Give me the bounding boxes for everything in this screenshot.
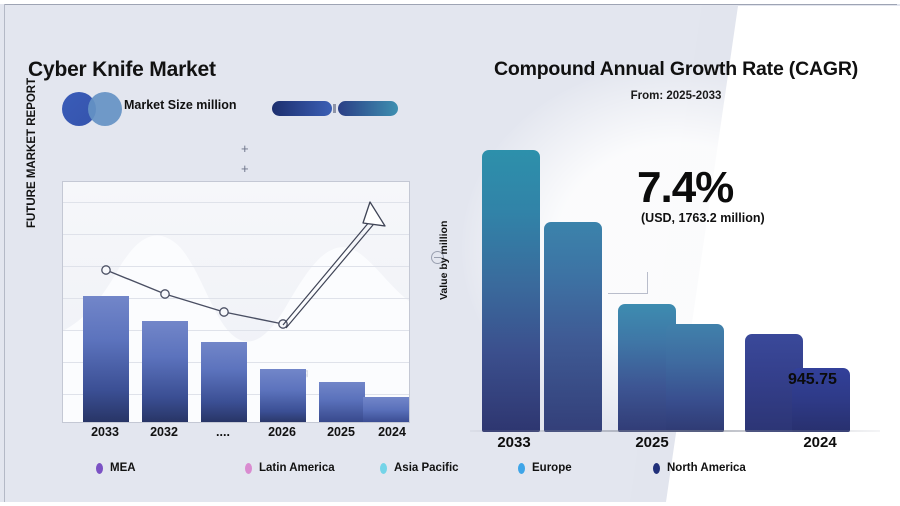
legend-dot-north-america	[653, 462, 660, 474]
legend-label-north-america: North America	[667, 462, 746, 474]
pill-separator	[333, 104, 336, 113]
decorative-pill-left	[272, 101, 332, 116]
right-chart-x-labels: 2033 2025 2024	[470, 434, 880, 458]
legend-label-asia-pacific: Asia Pacific	[394, 462, 459, 474]
trend-line-overlay	[101, 201, 386, 329]
bar-dots	[201, 342, 247, 422]
rbar-2025-b	[666, 324, 724, 432]
top-border-line	[4, 4, 897, 5]
decorative-bracket	[608, 272, 648, 294]
circle-minus-icon	[431, 251, 444, 264]
right-panel-title: Compound Annual Growth Rate (CAGR)	[493, 58, 859, 80]
right-bar-chart	[470, 150, 880, 432]
right-chart-data-label: 945.75	[788, 371, 837, 388]
legend-dot-latin-america	[245, 462, 252, 474]
market-size-icon	[62, 92, 124, 126]
rx-label-2033: 2033	[497, 434, 531, 451]
bar-2026	[260, 369, 306, 422]
right-panel-subtitle: From: 2025-2033	[630, 90, 722, 102]
rbar-2024-b	[792, 368, 850, 432]
legend-dot-mea	[96, 462, 103, 474]
bar-2033	[83, 296, 129, 422]
x-label-2025: 2025	[327, 425, 355, 439]
left-chart-x-labels: 2033 2032 .... 2026 2025 2024	[62, 425, 410, 447]
x-label-2033: 2033	[91, 425, 119, 439]
region-legend: MEA Latin America Asia Pacific Europe No…	[0, 462, 900, 494]
cagr-value: 7.4%	[637, 163, 734, 212]
cagr-note: (USD, 1763.2 million)	[641, 211, 765, 225]
right-chart-baseline	[470, 430, 880, 432]
bar-2024	[363, 397, 409, 422]
left-bar-chart: ▤ ▤	[62, 181, 410, 423]
x-label-ellipsis: ....	[216, 425, 230, 439]
left-chart-bars	[63, 182, 409, 422]
legend-dot-europe	[518, 462, 525, 474]
legend-dot-asia-pacific	[380, 462, 387, 474]
left-chart-y-axis-label: FUTURE MARKET REPORT	[26, 77, 38, 228]
bar-2025	[319, 382, 365, 422]
left-chart-right-axis-label: Value by million	[438, 220, 450, 300]
plus-mark-icon-1: +	[241, 141, 249, 156]
legend-label-europe: Europe	[532, 462, 572, 474]
x-label-2026: 2026	[268, 425, 296, 439]
legend-item-asia-pacific: Asia Pacific	[380, 462, 459, 474]
left-border-line	[4, 4, 5, 502]
legend-label-latin-america: Latin America	[259, 462, 335, 474]
x-label-2032: 2032	[150, 425, 178, 439]
rbar-2033-a	[482, 150, 540, 432]
legend-item-europe: Europe	[518, 462, 572, 474]
plus-mark-icon-2: +	[241, 161, 249, 176]
legend-item-north-america: North America	[653, 462, 746, 474]
market-size-legend-label: Market Size million	[124, 98, 237, 112]
rbar-2033-b	[544, 222, 602, 432]
x-label-2024: 2024	[378, 425, 406, 439]
legend-item-latin-america: Latin America	[245, 462, 335, 474]
bar-2032	[142, 321, 188, 422]
decorative-pill-right	[338, 101, 398, 116]
rx-label-2024: 2024	[803, 434, 837, 451]
rx-label-2025: 2025	[635, 434, 669, 451]
left-panel-title: Cyber Knife Market	[28, 58, 216, 81]
legend-item-mea: MEA	[96, 462, 136, 474]
circle-light-icon	[88, 92, 122, 126]
legend-label-mea: MEA	[110, 462, 136, 474]
